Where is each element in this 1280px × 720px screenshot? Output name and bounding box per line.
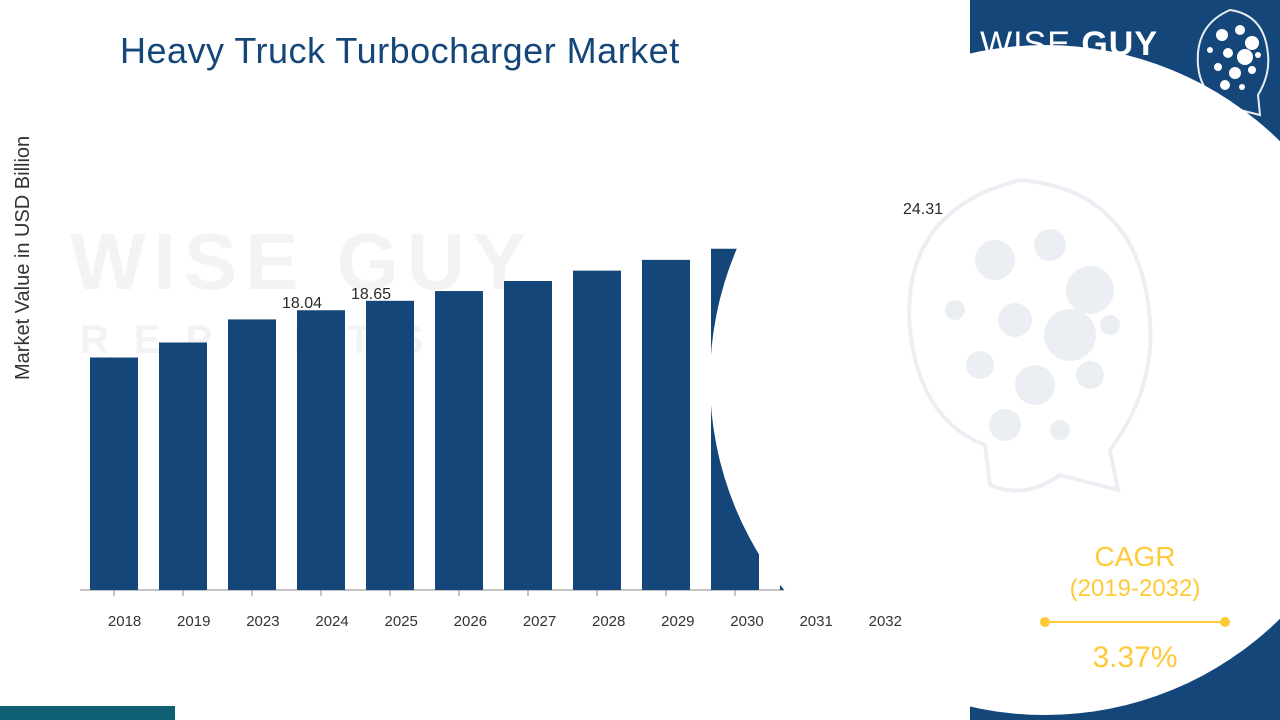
- x-tick-label: 2024: [302, 613, 362, 630]
- x-tick-label: 2031: [786, 613, 846, 630]
- x-tick-label: 2028: [579, 613, 639, 630]
- x-tick-label: 2029: [648, 613, 708, 630]
- cagr-label: CAGR: [1020, 541, 1250, 573]
- cagr-divider: [1045, 621, 1225, 623]
- x-tick-label: 2027: [510, 613, 570, 630]
- cagr-value: 3.37%: [1020, 641, 1250, 675]
- x-tick-label: 2019: [164, 613, 224, 630]
- brand-name: WISE GUY: [980, 25, 1260, 64]
- bar-value-labels: 18.0418.6524.31: [90, 150, 920, 570]
- bottom-accent-bar: [0, 706, 175, 720]
- brand-subtitle: REPORTS: [982, 62, 1260, 77]
- x-axis-labels: 2018 2019 2023 2024 2025 2026 2027 2028 2029 2030…: [90, 613, 920, 630]
- x-tick-label: 2026: [440, 613, 500, 630]
- y-axis-label: Market Value in USD Billion: [12, 136, 35, 380]
- x-tick-label: 2030: [717, 613, 777, 630]
- bar-value-label: 18.65: [341, 286, 401, 304]
- bar-value-label: 24.31: [893, 201, 953, 219]
- cagr-range: (2019-2032): [1020, 575, 1250, 603]
- bar-value-label: 18.04: [272, 295, 332, 313]
- brand-logo: WISE GUY REPORTS: [980, 25, 1260, 77]
- chart-title: Heavy Truck Turbocharger Market: [120, 30, 680, 72]
- x-tick-label: 2025: [371, 613, 431, 630]
- cagr-block: CAGR (2019-2032) 3.37%: [1020, 541, 1250, 675]
- x-tick-label: 2018: [95, 613, 155, 630]
- x-tick-label: 2032: [855, 613, 915, 630]
- x-tick-label: 2023: [233, 613, 293, 630]
- main-container: Heavy Truck Turbocharger Market WISE GUY…: [0, 0, 1280, 720]
